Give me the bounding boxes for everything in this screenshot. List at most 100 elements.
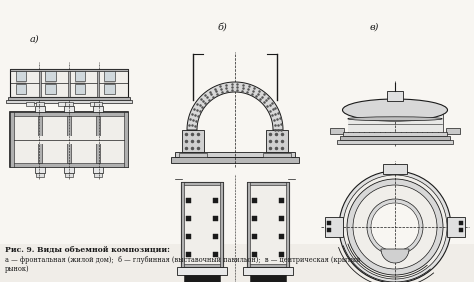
Bar (247, 182, 289, 185)
Bar (98, 71, 100, 97)
Bar (93, 167, 103, 173)
Bar (279, 234, 284, 239)
Bar (16, 71, 26, 81)
Bar (179, 153, 207, 157)
Bar (181, 264, 223, 267)
Bar (263, 153, 291, 157)
Bar (184, 275, 220, 282)
Bar (182, 130, 204, 152)
Circle shape (367, 199, 423, 255)
Bar (327, 228, 331, 232)
Bar (252, 252, 257, 257)
Bar (6, 100, 132, 103)
Bar (10, 112, 128, 116)
Bar (94, 173, 102, 177)
Bar (67, 116, 71, 163)
Bar (446, 128, 460, 134)
Bar (387, 91, 403, 101)
Bar (213, 198, 218, 203)
Bar (37, 116, 42, 163)
Bar (68, 71, 70, 97)
Bar (75, 71, 85, 81)
Bar (46, 71, 56, 81)
Text: а): а) (30, 35, 40, 44)
Bar (97, 116, 100, 163)
Bar (124, 112, 128, 167)
Circle shape (347, 179, 443, 275)
Text: Рис. 9. Виды объемной композиции:: Рис. 9. Виды объемной композиции: (5, 246, 170, 254)
Bar (220, 182, 223, 267)
Bar (181, 182, 223, 185)
Bar (36, 136, 43, 144)
Ellipse shape (343, 99, 447, 121)
Polygon shape (187, 82, 283, 130)
Ellipse shape (348, 117, 442, 121)
Circle shape (371, 203, 419, 251)
Bar (279, 216, 284, 221)
Bar (36, 173, 44, 177)
Bar (343, 132, 447, 136)
Bar (75, 84, 85, 94)
Circle shape (353, 185, 437, 269)
Bar (8, 97, 130, 100)
Bar (252, 234, 257, 239)
Text: в): в) (370, 23, 379, 32)
Bar (266, 130, 288, 152)
Bar (104, 71, 115, 81)
Bar (171, 157, 299, 163)
Bar (38, 71, 40, 97)
Bar (279, 252, 284, 257)
Bar (247, 182, 250, 267)
Bar (0, 0, 474, 244)
Bar (286, 182, 289, 267)
Bar (181, 182, 223, 267)
Bar (247, 182, 289, 267)
Bar (10, 112, 128, 167)
Bar (58, 102, 66, 106)
Bar (325, 217, 343, 237)
Bar (447, 217, 465, 237)
Bar (186, 198, 191, 203)
Wedge shape (381, 249, 409, 263)
Bar (26, 102, 34, 106)
Bar (252, 198, 257, 203)
Bar (252, 216, 257, 221)
Bar (104, 84, 115, 94)
Bar (383, 164, 407, 174)
Bar (35, 167, 45, 173)
Bar (93, 106, 103, 112)
Bar (213, 252, 218, 257)
Bar (46, 84, 56, 94)
Bar (95, 136, 101, 144)
Circle shape (343, 175, 447, 279)
Bar (90, 102, 98, 106)
Bar (10, 69, 128, 71)
Bar (250, 275, 286, 282)
Bar (337, 140, 453, 144)
Bar (340, 136, 450, 140)
Bar (10, 69, 128, 97)
Bar (65, 173, 73, 177)
Text: рынок): рынок) (5, 265, 30, 273)
Bar (177, 267, 227, 275)
Bar (213, 216, 218, 221)
Bar (330, 128, 344, 134)
Bar (16, 84, 26, 94)
Bar (175, 152, 295, 157)
Bar (186, 216, 191, 221)
Bar (459, 221, 463, 225)
Bar (213, 234, 218, 239)
Bar (10, 112, 14, 167)
Text: а — фронтальная (жилой дом);  б — глубинная (выставочный павильон);  в — центрич: а — фронтальная (жилой дом); б — глубинн… (5, 256, 360, 264)
Bar (94, 102, 102, 106)
Bar (64, 106, 74, 112)
Bar (186, 234, 191, 239)
Bar (65, 102, 73, 106)
Bar (36, 102, 44, 106)
Bar (181, 182, 184, 267)
Text: б): б) (218, 23, 228, 32)
Bar (348, 112, 443, 132)
Bar (64, 167, 74, 173)
Bar (279, 198, 284, 203)
Bar (66, 136, 72, 144)
